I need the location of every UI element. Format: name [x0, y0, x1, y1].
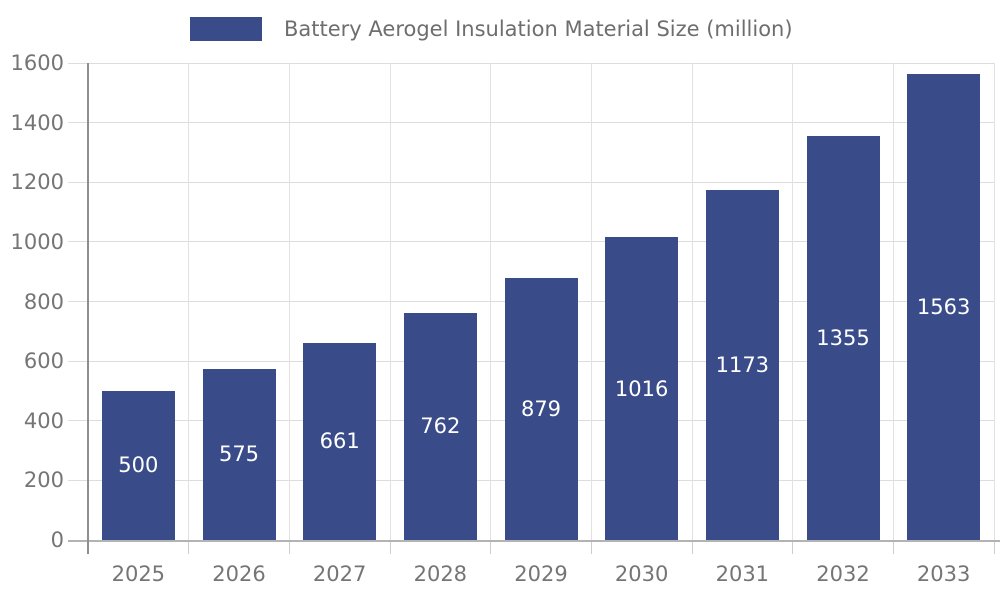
x-axis-tick [691, 541, 693, 554]
bar-value-label: 661 [319, 429, 360, 454]
x-axis-tick [892, 541, 894, 554]
x-axis-tick-label: 2025 [111, 562, 166, 586]
x-axis-tick [590, 541, 592, 554]
y-axis-tick-label: 200 [23, 468, 64, 493]
gridline-horizontal [68, 122, 994, 124]
y-axis-tick-label: 1600 [10, 51, 64, 75]
bar[interactable] [101, 390, 175, 540]
gridline-vertical [691, 63, 693, 540]
bar[interactable] [202, 368, 276, 540]
gridline-vertical [792, 63, 794, 540]
bar[interactable] [403, 312, 477, 540]
bar[interactable] [705, 190, 779, 540]
gridline-horizontal [68, 62, 994, 64]
x-axis-tick-label: 2032 [816, 562, 870, 586]
x-axis-tick [188, 541, 190, 554]
y-axis-tick-label: 600 [23, 349, 64, 374]
bar-value-label: 762 [420, 414, 461, 439]
bar[interactable] [504, 277, 578, 540]
legend-label: Battery Aerogel Insulation Material Size… [284, 17, 793, 41]
y-axis-tick-label: 400 [23, 408, 64, 433]
x-axis-tick-label: 2027 [312, 562, 367, 586]
x-axis-tick-label: 2031 [715, 562, 770, 586]
x-axis-tick [490, 541, 492, 554]
gridline-horizontal [68, 241, 994, 243]
legend-item[interactable]: Battery Aerogel Insulation Material Size… [190, 17, 793, 41]
gridline-horizontal [68, 181, 994, 183]
legend-swatch [190, 17, 262, 41]
gridline-vertical [188, 63, 190, 540]
y-axis-tick-label: 0 [50, 528, 64, 552]
gridline-vertical [590, 63, 592, 540]
bar-value-label: 1173 [715, 353, 770, 378]
x-axis-tick-label: 2028 [413, 562, 468, 586]
bar-value-label: 1016 [614, 376, 669, 401]
bar[interactable] [806, 136, 880, 540]
x-axis-tick [389, 541, 391, 554]
gridline-vertical [490, 63, 492, 540]
gridline-vertical [389, 63, 391, 540]
bar-value-label: 1563 [916, 295, 971, 319]
bar[interactable] [605, 237, 679, 540]
gridline-vertical [993, 63, 995, 540]
y-axis-tick-label: 1000 [10, 229, 64, 254]
x-axis-tick-label: 2030 [614, 562, 669, 586]
y-axis-tick-label: 800 [23, 289, 64, 314]
bar[interactable] [303, 342, 377, 540]
bar-value-label: 500 [118, 453, 159, 478]
x-axis-tick-label: 2033 [916, 562, 971, 586]
x-axis-tick [792, 541, 794, 554]
gridline-vertical [288, 63, 290, 540]
bar-value-label: 575 [218, 442, 260, 467]
y-axis-line [87, 63, 89, 554]
x-axis-line [68, 540, 1000, 542]
y-axis-tick-label: 1400 [10, 110, 64, 135]
bar-value-label: 1355 [816, 326, 870, 351]
bar-value-label: 879 [520, 396, 562, 421]
bar[interactable] [907, 74, 981, 540]
x-axis-tick [993, 541, 995, 554]
x-axis-tick-label: 2029 [514, 562, 568, 586]
x-axis-tick [288, 541, 290, 554]
x-axis-tick-label: 2026 [212, 562, 266, 586]
y-axis-tick-label: 1200 [10, 170, 64, 195]
gridline-vertical [892, 63, 894, 540]
